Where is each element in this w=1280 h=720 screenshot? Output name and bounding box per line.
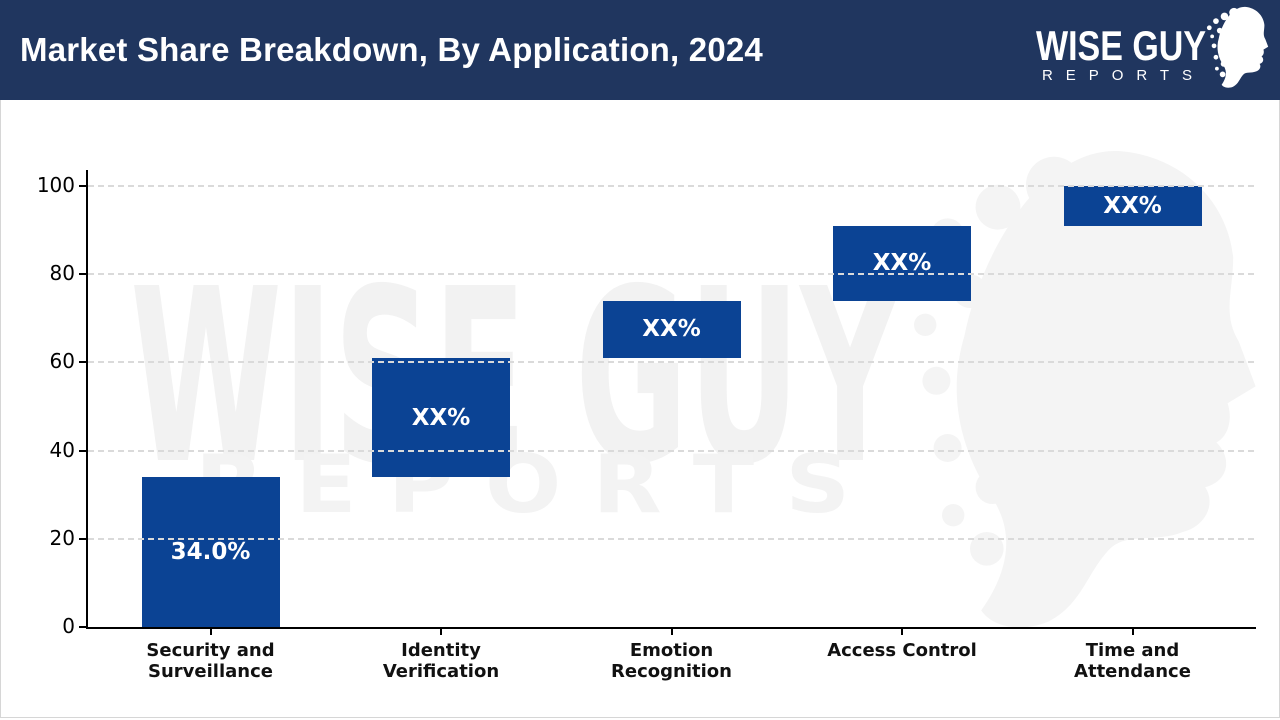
y-axis-line <box>86 170 88 629</box>
wise-guy-reports-logo: WISE GUY REPORTS <box>1036 6 1269 88</box>
gridline-20 <box>88 537 1256 540</box>
y-axis-tick-label: 0 <box>62 614 75 638</box>
x-axis-line <box>86 627 1256 629</box>
y-axis-tick-label: 20 <box>49 525 75 550</box>
category-label: Emotion Recognition <box>611 640 732 682</box>
y-axis-tick-label: 80 <box>49 261 75 286</box>
x-tick <box>209 629 212 635</box>
logo-brand-text: WISE GUY <box>1036 22 1206 69</box>
category-label: Access Control <box>827 640 977 661</box>
gridline-80 <box>88 273 1256 276</box>
category-label: Time and Attendance <box>1074 640 1191 682</box>
bar-security-and-surveillance <box>141 477 280 627</box>
y-axis-tick-label: 40 <box>49 437 75 462</box>
bar-emotion-recognition <box>602 300 741 358</box>
y-axis-tick <box>79 626 87 628</box>
logo-head-icon <box>1206 6 1269 88</box>
y-axis-tick <box>79 273 87 276</box>
left-edge-line <box>0 100 1 718</box>
logo-sub-text: REPORTS <box>1042 67 1192 84</box>
y-axis-tick <box>79 537 87 540</box>
bar-label: XX% <box>1103 192 1162 219</box>
category-label: Security and Surveillance <box>146 640 275 682</box>
bar-label: 34.0% <box>170 539 251 566</box>
bar-label: XX% <box>872 250 932 277</box>
bar-label: XX% <box>411 404 471 431</box>
y-axis-tick-label: 60 <box>49 349 75 374</box>
y-axis-tick-label: 100 <box>36 173 75 197</box>
bottom-edge-line <box>0 717 1280 718</box>
page-title: Market Share Breakdown, By Application, … <box>20 31 763 68</box>
x-tick <box>440 629 442 635</box>
y-axis-tick <box>79 449 87 452</box>
gridline-60 <box>88 361 1256 364</box>
bar-identity-verification <box>372 357 510 478</box>
x-tick <box>670 629 673 635</box>
watermark-brand-text: WISE GUY <box>130 237 902 517</box>
x-tick <box>1131 629 1134 635</box>
gridline-100 <box>88 185 1256 187</box>
header-bar: Market Share Breakdown, By Application, … <box>0 0 1280 100</box>
y-axis-tick <box>79 361 87 364</box>
bar-label: XX% <box>642 316 701 343</box>
category-label: Identity Verification <box>382 640 500 682</box>
watermark-sub-text: R E P O R T S <box>195 438 850 531</box>
x-tick <box>901 629 903 635</box>
gridline-40 <box>88 449 1256 452</box>
y-axis-tick <box>79 185 87 187</box>
